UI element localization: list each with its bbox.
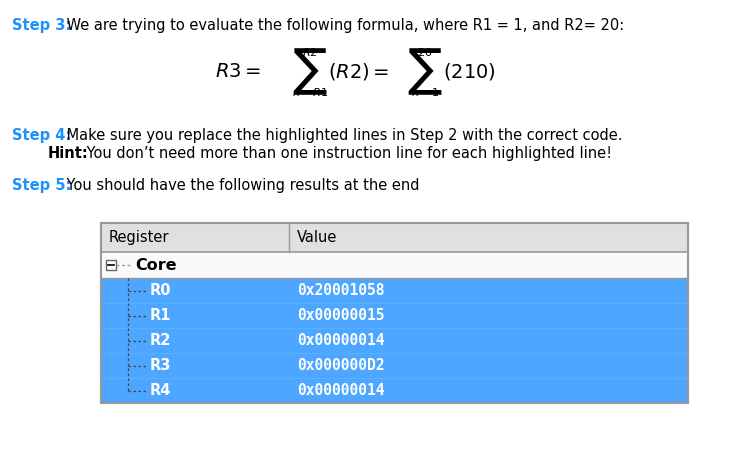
Text: $\sum$: $\sum$ [407,47,443,97]
FancyBboxPatch shape [101,378,688,403]
Text: $20$: $20$ [417,46,433,58]
FancyBboxPatch shape [101,353,688,378]
Text: Make sure you replace the highlighted lines in Step 2 with the correct code.: Make sure you replace the highlighted li… [62,128,623,143]
Text: $\mathit{R3} = $: $\mathit{R3} = $ [215,63,261,81]
Text: You don’t need more than one instruction line for each highlighted line!: You don’t need more than one instruction… [82,146,612,161]
Text: R0: R0 [150,283,172,298]
Text: Core: Core [135,257,177,272]
FancyBboxPatch shape [101,252,688,278]
Text: Step 5:: Step 5: [12,178,72,193]
Text: Hint:: Hint: [48,146,89,161]
FancyBboxPatch shape [106,260,116,270]
Text: Step 4:: Step 4: [12,128,72,143]
Text: $\sum$: $\sum$ [292,47,328,97]
Text: You should have the following results at the end: You should have the following results at… [62,178,419,193]
Text: 0x000000D2: 0x000000D2 [297,358,385,373]
FancyBboxPatch shape [101,223,688,252]
FancyBboxPatch shape [101,303,688,328]
Text: 0x00000014: 0x00000014 [297,333,385,348]
Text: Register: Register [109,230,169,245]
Text: $\mathit{(R2)} = $: $\mathit{(R2)} = $ [328,61,389,82]
Text: $\mathit{n{=}R1}$: $\mathit{n{=}R1}$ [292,86,328,98]
Text: R3: R3 [150,358,172,373]
Text: 0x00000014: 0x00000014 [297,383,385,398]
Text: Step 3:: Step 3: [12,18,72,33]
Text: We are trying to evaluate the following formula, where R1 = 1, and R2= 20:: We are trying to evaluate the following … [62,18,624,33]
Text: $\mathit{R2}$: $\mathit{R2}$ [302,46,318,58]
Text: 0x20001058: 0x20001058 [297,283,385,298]
Text: R4: R4 [150,383,172,398]
Text: Value: Value [297,230,337,245]
Text: $\mathit{(210)}$: $\mathit{(210)}$ [443,61,495,82]
FancyBboxPatch shape [101,328,688,353]
FancyBboxPatch shape [101,223,688,403]
Text: $\mathit{n{=}1}$: $\mathit{n{=}1}$ [410,86,439,98]
Text: 0x00000015: 0x00000015 [297,308,385,323]
Text: R2: R2 [150,333,172,348]
FancyBboxPatch shape [101,278,688,303]
Text: R1: R1 [150,308,172,323]
